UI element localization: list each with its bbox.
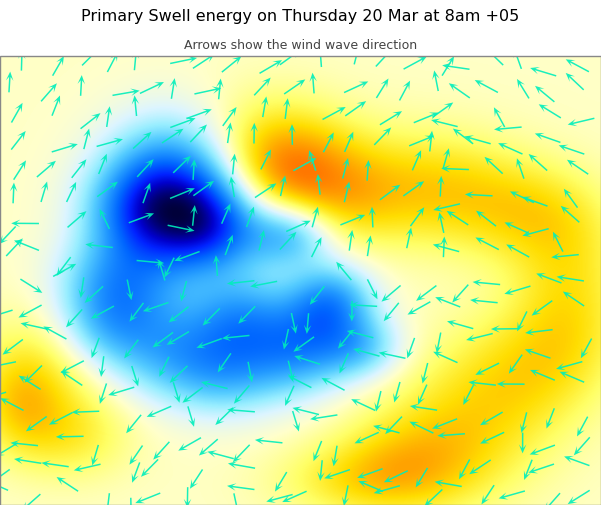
Text: Arrows show the wind wave direction: Arrows show the wind wave direction (184, 39, 417, 52)
Text: Primary Swell energy on Thursday 20 Mar at 8am +05: Primary Swell energy on Thursday 20 Mar … (81, 9, 520, 24)
